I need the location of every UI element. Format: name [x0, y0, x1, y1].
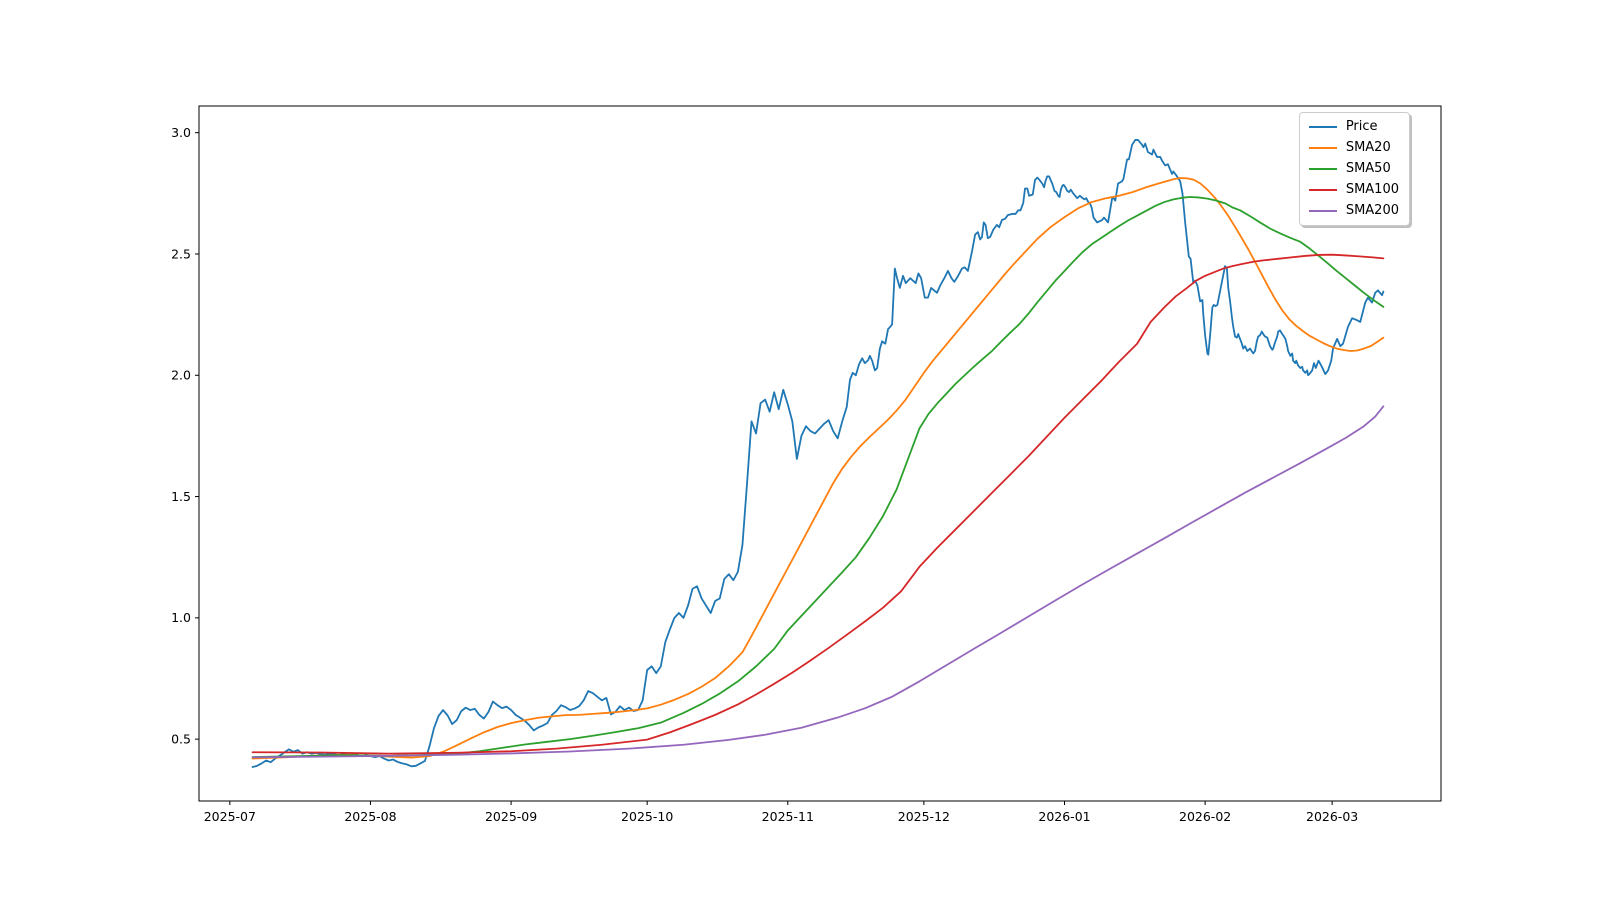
- series-line-sma50: [251, 196, 1385, 758]
- legend: Price SMA20 SMA50 SMA100 SMA200: [1298, 112, 1410, 226]
- x-tick-label: 2025-09: [485, 809, 537, 824]
- legend-line-sma200-swatch: [1308, 210, 1337, 212]
- x-tick-label: 2025-08: [344, 809, 396, 824]
- y-tick-label: 0.5: [171, 731, 191, 746]
- series-line-sma20: [251, 177, 1385, 760]
- legend-label-sma20: SMA20: [1345, 140, 1391, 155]
- legend-label-price: Price: [1345, 119, 1378, 134]
- legend-item-sma50: SMA50: [1308, 161, 1399, 177]
- legend-item-sma20: SMA20: [1308, 140, 1399, 156]
- x-tick-label: 2026-03: [1306, 809, 1358, 824]
- y-tick-label: 1.0: [171, 610, 191, 625]
- plot-frame: [198, 105, 1442, 802]
- legend-label-sma200: SMA200: [1345, 203, 1399, 218]
- x-tick-label: 2026-02: [1179, 809, 1231, 824]
- legend-label-sma100: SMA100: [1345, 182, 1399, 197]
- y-tick-label: 1.5: [171, 489, 191, 504]
- x-tick-label: 2026-01: [1038, 809, 1090, 824]
- x-tick-label: 2025-12: [898, 809, 950, 824]
- legend-item-price: Price: [1308, 119, 1399, 135]
- x-tick-label: 2025-07: [204, 809, 256, 824]
- series-line-price: [251, 139, 1385, 768]
- legend-label-sma50: SMA50: [1345, 161, 1391, 176]
- legend-line-sma50-swatch: [1308, 168, 1337, 170]
- series-line-sma100: [251, 253, 1385, 755]
- legend-item-sma100: SMA100: [1308, 182, 1399, 198]
- y-tick-label: 3.0: [171, 125, 191, 140]
- legend-line-sma100-swatch: [1308, 189, 1337, 191]
- y-tick-label: 2.5: [171, 246, 191, 261]
- legend-line-price-swatch: [1308, 126, 1337, 128]
- y-tick-label: 2.0: [171, 368, 191, 383]
- legend-item-sma200: SMA200: [1308, 203, 1399, 219]
- x-tick-label: 2025-11: [762, 809, 814, 824]
- x-tick-label: 2025-10: [621, 809, 673, 824]
- series-line-sma200: [251, 405, 1385, 759]
- legend-line-sma20-swatch: [1308, 147, 1337, 149]
